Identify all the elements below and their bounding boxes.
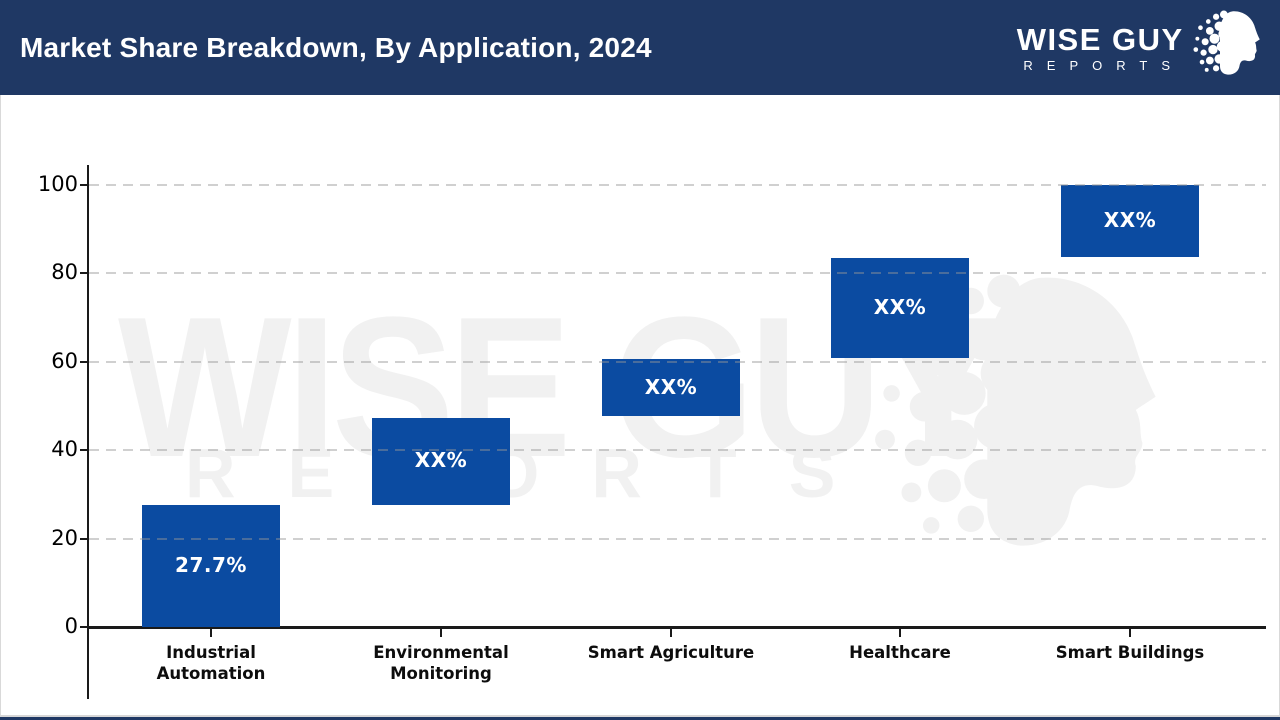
page-title: Market Share Breakdown, By Application, … <box>20 31 652 63</box>
bar-value-label: 27.7% <box>175 552 247 577</box>
frame-edge-left <box>0 95 1 720</box>
gridline <box>89 537 1266 540</box>
watermark-head-icon <box>875 274 1156 546</box>
gridline <box>89 184 1266 186</box>
category-label: Smart Agriculture <box>587 643 755 662</box>
header-bar: Market Share Breakdown, By Application, … <box>0 0 1280 95</box>
bar-value-label: XX% <box>873 295 927 320</box>
x-axis-line <box>87 626 1266 629</box>
logo-name-top: WISE GUY <box>1016 21 1184 57</box>
category-label: Industrial Automation <box>156 643 266 684</box>
y-tick-mark <box>80 626 88 628</box>
y-tick-label: 40 <box>51 437 78 462</box>
y-tick-label: 20 <box>51 525 78 550</box>
bar-smart-agriculture <box>602 359 740 417</box>
y-tick-label: 80 <box>51 260 78 285</box>
bar-value-label: XX% <box>414 448 468 473</box>
bar-industrial-automation <box>142 504 280 627</box>
category-label: Environmental Monitoring <box>373 643 509 684</box>
x-tick-mark <box>899 629 901 637</box>
y-tick-mark <box>80 184 88 186</box>
y-axis-line <box>87 165 89 699</box>
category-label: Healthcare <box>849 643 951 662</box>
y-tick-mark <box>80 272 88 275</box>
wise-guy-reports-logo: WISE GUY REPORTS <box>1016 0 1266 95</box>
bar-environmental-monitoring <box>372 417 510 505</box>
watermark-text-line2: REPORTS <box>185 434 888 512</box>
y-tick-label: 100 <box>37 172 78 196</box>
y-tick-mark <box>80 537 88 540</box>
bar-value-label: XX% <box>1103 208 1157 233</box>
logo-head-icon <box>1193 10 1260 75</box>
bar-smart-buildings <box>1061 185 1199 258</box>
bar-healthcare <box>831 257 969 359</box>
gridline <box>89 360 1266 363</box>
bar-value-label: XX% <box>644 374 698 399</box>
y-tick-label: 0 <box>64 614 78 638</box>
y-tick-mark <box>80 360 88 363</box>
frame-edge-bottom <box>0 715 1280 717</box>
x-tick-mark <box>440 629 442 637</box>
waterfall-chart: 0 20 40 60 80 100 27.7% Industrial Automation XX%… <box>0 95 1280 720</box>
x-tick-mark <box>210 629 212 637</box>
footer-accent-bar <box>0 717 1280 720</box>
y-tick-label: 60 <box>51 348 78 373</box>
x-tick-mark <box>670 629 672 637</box>
gridline <box>89 272 1266 275</box>
category-label: Smart Buildings <box>1055 643 1205 662</box>
gridline <box>89 449 1266 452</box>
x-tick-mark <box>1129 629 1131 637</box>
y-tick-mark <box>80 449 88 452</box>
logo-name-bottom: REPORTS <box>1023 57 1184 73</box>
